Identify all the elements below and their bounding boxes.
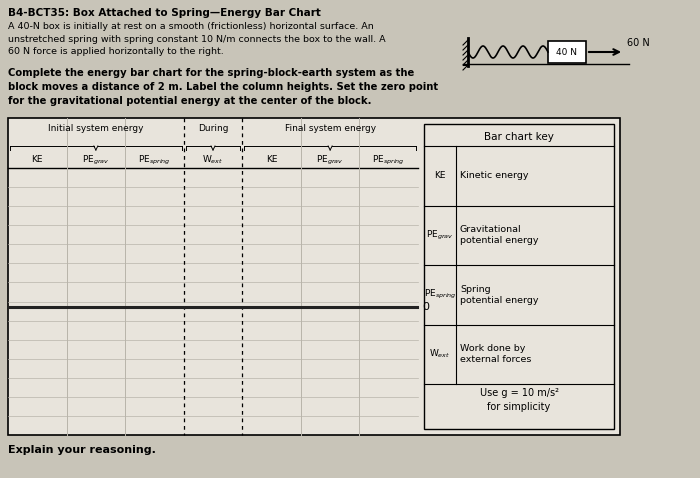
Text: PE$_{spring}$: PE$_{spring}$ xyxy=(424,288,456,301)
Text: Gravitational
potential energy: Gravitational potential energy xyxy=(460,225,538,246)
Text: Bar chart key: Bar chart key xyxy=(484,132,554,142)
Text: During: During xyxy=(197,124,228,133)
Text: Explain your reasoning.: Explain your reasoning. xyxy=(8,445,156,455)
Text: Use g = 10 m/s²
for simplicity: Use g = 10 m/s² for simplicity xyxy=(480,388,559,412)
Bar xyxy=(8,118,620,435)
Text: Complete the energy bar chart for the spring-block-earth system as the
block mov: Complete the energy bar chart for the sp… xyxy=(8,68,438,106)
Text: Work done by
external forces: Work done by external forces xyxy=(460,344,531,364)
Text: 60 N: 60 N xyxy=(627,38,650,48)
Text: Final system energy: Final system energy xyxy=(285,124,376,133)
Text: KE: KE xyxy=(434,171,446,180)
Text: Initial system energy: Initial system energy xyxy=(48,124,144,133)
Text: KE: KE xyxy=(266,155,277,164)
Text: PE$_{grav}$: PE$_{grav}$ xyxy=(426,228,454,242)
Text: PE$_{grav}$: PE$_{grav}$ xyxy=(316,153,344,166)
Text: B4-BCT35: Box Attached to Spring—Energy Bar Chart: B4-BCT35: Box Attached to Spring—Energy … xyxy=(8,8,321,18)
Bar xyxy=(424,124,614,429)
Text: 0: 0 xyxy=(422,302,429,312)
Text: PE$_{spring}$: PE$_{spring}$ xyxy=(138,153,171,166)
Text: W$_{ext}$: W$_{ext}$ xyxy=(429,348,451,360)
Text: Spring
potential energy: Spring potential energy xyxy=(460,284,538,305)
Text: Kinetic energy: Kinetic energy xyxy=(460,171,528,180)
Text: W$_{ext}$: W$_{ext}$ xyxy=(202,154,223,166)
Text: PE$_{spring}$: PE$_{spring}$ xyxy=(372,153,405,166)
Text: PE$_{grav}$: PE$_{grav}$ xyxy=(82,153,110,166)
Text: KE: KE xyxy=(32,155,43,164)
Text: 40 N: 40 N xyxy=(556,47,577,56)
Bar xyxy=(548,41,586,63)
Text: A 40-N box is initially at rest on a smooth (frictionless) horizontal surface. A: A 40-N box is initially at rest on a smo… xyxy=(8,22,386,56)
